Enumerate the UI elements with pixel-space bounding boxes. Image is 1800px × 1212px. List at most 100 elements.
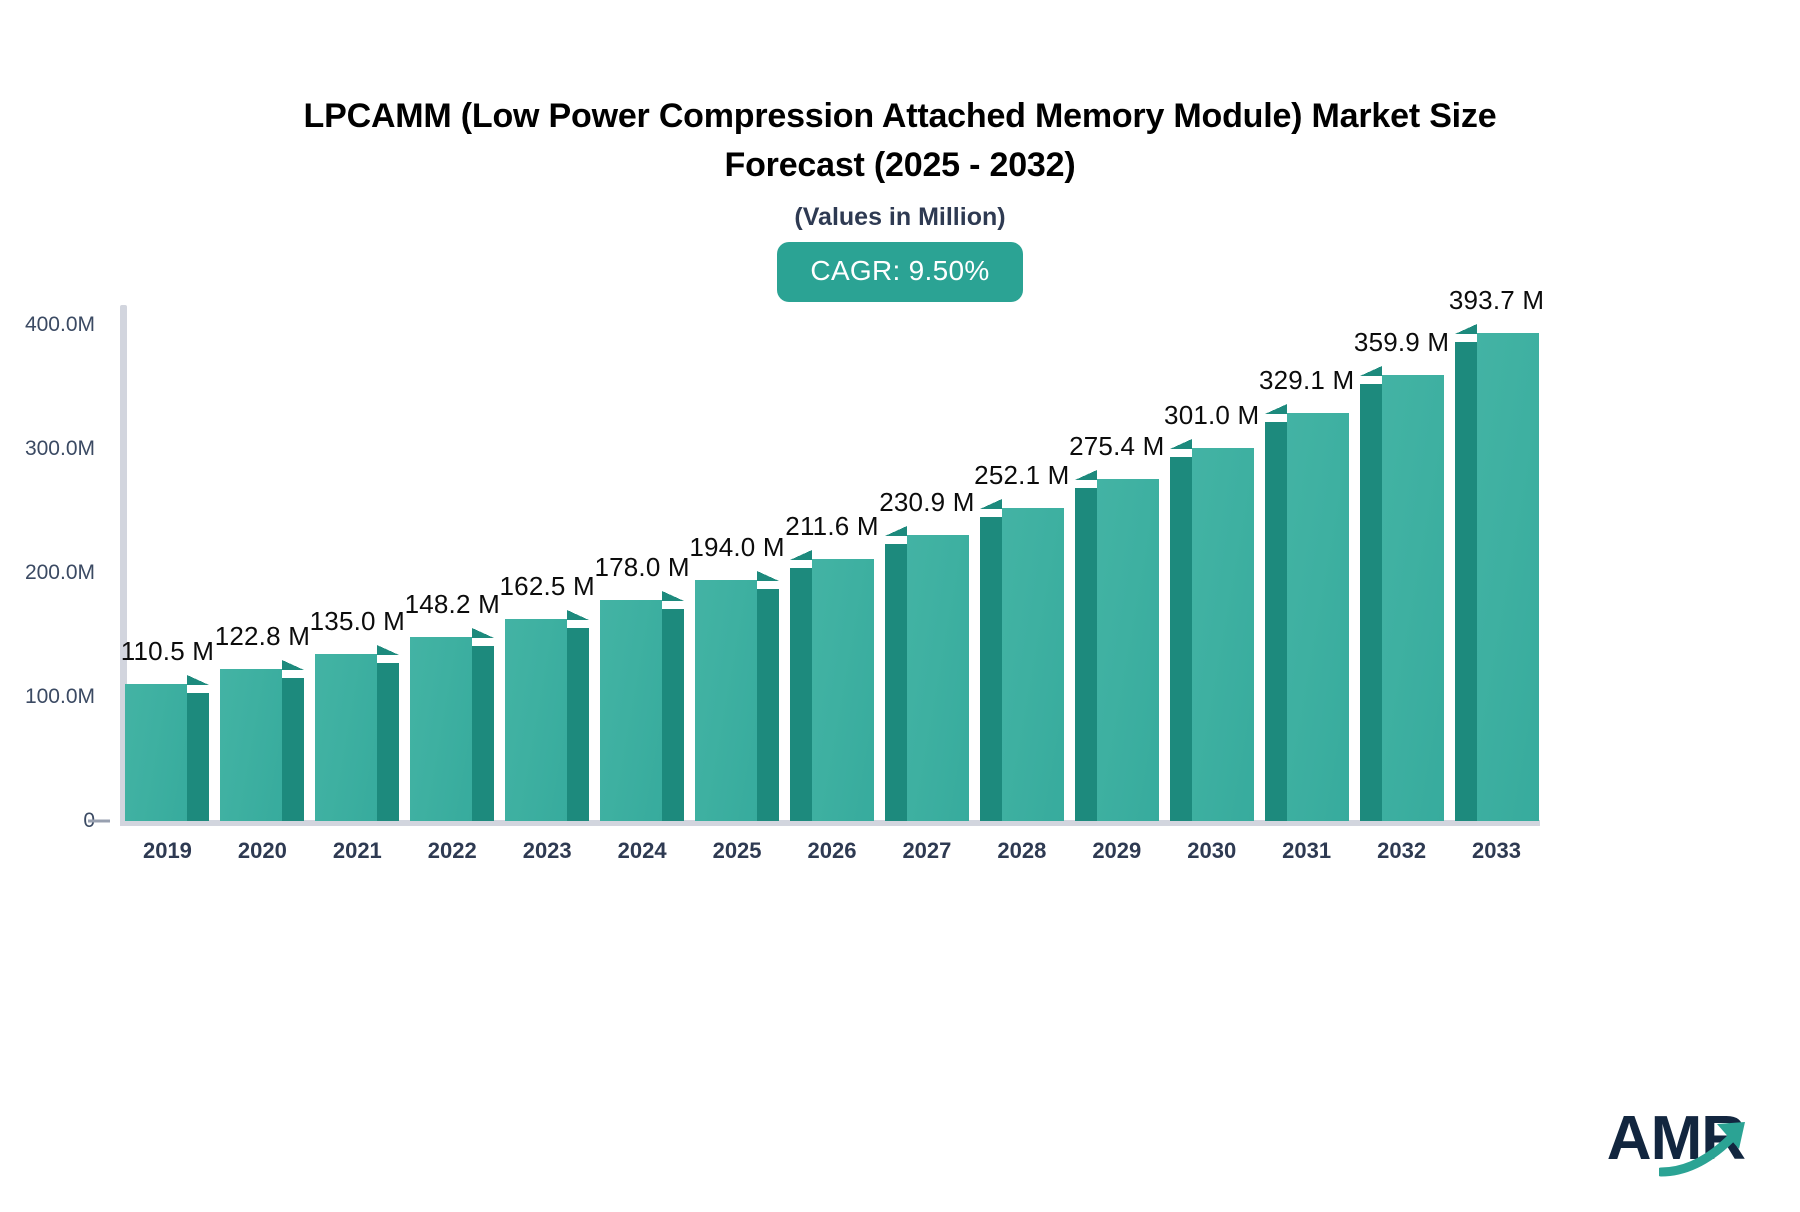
- y-axis-tick-label: 400.0M: [24, 312, 95, 336]
- bar-3d-body: [410, 300, 495, 821]
- bar-side-face: [187, 692, 210, 821]
- bar-3d-body: [790, 300, 874, 821]
- page-title: LPCAMM (Low Power Compression Attached M…: [303, 97, 1497, 185]
- bar-front-face: [1001, 508, 1064, 821]
- bar-side-face: [472, 646, 495, 821]
- bar-side-face: [1264, 421, 1287, 821]
- x-axis-tick-label: 2027: [902, 838, 952, 863]
- bar-side-face: [757, 589, 780, 821]
- bar-value-label: 211.6 M: [785, 510, 879, 541]
- bar-column[interactable]: [790, 300, 874, 821]
- bar-column[interactable]: [695, 300, 780, 821]
- bar-series: [120, 300, 1544, 821]
- bar-column[interactable]: [884, 300, 969, 821]
- bar-column[interactable]: [1264, 300, 1349, 821]
- bar-3d-body: [125, 300, 210, 821]
- chart-subtitle: (Values in Million): [794, 202, 1006, 231]
- bar-column[interactable]: [410, 300, 495, 821]
- y-axis-tick-mark: [88, 819, 110, 823]
- bar-top-face: [884, 525, 907, 536]
- bar-column[interactable]: [315, 300, 400, 821]
- bar-side-face: [1074, 488, 1097, 821]
- bar-front-face: [125, 683, 188, 821]
- x-axis-tick-label: 2033: [1472, 838, 1521, 863]
- bar-top-face: [662, 591, 685, 602]
- x-axis-tick-label: 2019: [142, 838, 192, 863]
- bar-column[interactable]: [1359, 300, 1444, 821]
- bar-top-face: [1169, 438, 1192, 449]
- bar-value-label: 148.2 M: [404, 589, 500, 620]
- bar-top-face: [979, 499, 1002, 510]
- bar-3d-body: [1074, 300, 1159, 821]
- bar-3d-body: [1454, 300, 1539, 821]
- bar-top-face: [757, 571, 780, 582]
- bar-front-face: [220, 668, 283, 821]
- bar-front-face: [600, 600, 663, 821]
- bar-front-face: [505, 619, 568, 821]
- x-axis-tick-label: 2032: [1377, 838, 1427, 863]
- x-axis-tick-label: 2026: [807, 838, 857, 863]
- x-axis-tick-label: 2029: [1092, 838, 1142, 863]
- x-axis-tick-label: 2024: [617, 838, 667, 863]
- bar-value-label: 393.7 M: [1448, 284, 1545, 315]
- bar-3d-body: [979, 300, 1064, 821]
- bar-value-label: 329.1 M: [1258, 364, 1355, 395]
- bar-column[interactable]: [600, 300, 685, 821]
- bar-front-face: [410, 637, 473, 821]
- bar-top-face: [472, 628, 495, 639]
- bar-top-face: [1074, 470, 1097, 481]
- bar-3d-body: [315, 300, 400, 821]
- bar-side-face: [979, 517, 1002, 821]
- bar-top-face: [377, 644, 400, 655]
- bar-column[interactable]: [220, 300, 305, 821]
- bar-top-face: [1359, 365, 1382, 376]
- bar-column[interactable]: [1169, 300, 1254, 821]
- bar-front-face: [1191, 447, 1254, 821]
- bar-3d-body: [1264, 300, 1349, 821]
- chart-header: LPCAMM (Low Power Compression Attached M…: [0, 0, 1800, 302]
- amr-logo-text: AMR: [1606, 1104, 1746, 1173]
- bar-column[interactable]: [1454, 300, 1539, 821]
- bar-side-face: [1359, 383, 1382, 821]
- x-axis-tick-label: 2031: [1282, 838, 1332, 863]
- bar-3d-body: [884, 300, 969, 821]
- bar-column[interactable]: [1074, 300, 1159, 821]
- bar-value-label: 122.8 M: [214, 620, 311, 651]
- bar-side-face: [377, 662, 400, 821]
- y-axis-tick-label: 200.0M: [24, 560, 95, 584]
- y-axis-line: [120, 305, 127, 823]
- bar-3d-body: [1169, 300, 1254, 821]
- bar-value-label: 194.0 M: [689, 532, 785, 563]
- bar-side-face: [790, 567, 812, 821]
- amr-logo: AMR: [1606, 1104, 1746, 1177]
- x-axis-tick-label: 2020: [237, 838, 287, 863]
- bar-front-face: [695, 580, 758, 821]
- bar-3d-body: [505, 300, 590, 821]
- bar-front-face: [315, 653, 378, 821]
- bar-value-label: 110.5 M: [120, 635, 215, 666]
- x-axis-tick-label: 2025: [712, 838, 762, 863]
- bar-value-label: 178.0 M: [594, 552, 690, 583]
- bar-top-face: [282, 659, 305, 670]
- bar-column[interactable]: [505, 300, 590, 821]
- bar-value-label: 230.9 M: [879, 486, 975, 517]
- bar-value-label: 275.4 M: [1069, 431, 1165, 462]
- x-axis-tick-label: 2021: [332, 838, 382, 863]
- bar-column[interactable]: [125, 300, 210, 821]
- bar-top-face: [1454, 323, 1477, 334]
- bar-value-label: 301.0 M: [1164, 399, 1260, 430]
- bar-top-face: [1264, 403, 1287, 414]
- cagr-badge: CAGR: 9.50%: [777, 241, 1023, 302]
- bar-front-face: [1381, 374, 1444, 821]
- bar-side-face: [1169, 456, 1192, 821]
- y-axis-tick-label: 100.0M: [24, 684, 95, 708]
- bar-3d-body: [220, 300, 305, 821]
- x-axis-tick-label: 2028: [997, 838, 1047, 863]
- bar-front-face: [1096, 479, 1159, 821]
- x-axis-tick-label: 2022: [427, 838, 477, 863]
- y-axis-tick-label: 0: [0, 809, 95, 833]
- bar-3d-body: [695, 300, 780, 821]
- bar-column[interactable]: [979, 300, 1064, 821]
- bar-value-label: 359.9 M: [1353, 326, 1450, 357]
